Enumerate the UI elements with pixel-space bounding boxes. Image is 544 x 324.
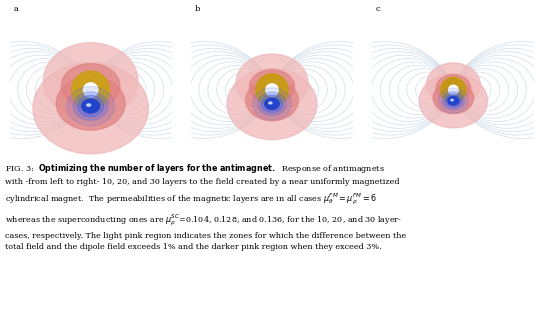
Ellipse shape xyxy=(73,92,108,120)
Text: FIG. 3:  $\mathbf{Optimizing\ the\ number\ of\ layers\ for\ the\ antimagnet.}$  : FIG. 3: $\mathbf{Optimizing\ the\ number… xyxy=(5,162,407,251)
Ellipse shape xyxy=(451,99,453,101)
Circle shape xyxy=(83,83,98,97)
Ellipse shape xyxy=(246,80,298,121)
Ellipse shape xyxy=(442,92,465,110)
Ellipse shape xyxy=(86,104,91,106)
Ellipse shape xyxy=(44,43,138,118)
Ellipse shape xyxy=(436,75,471,100)
Ellipse shape xyxy=(56,76,125,130)
Ellipse shape xyxy=(82,99,100,113)
Ellipse shape xyxy=(33,63,149,154)
Text: a: a xyxy=(13,6,18,13)
Circle shape xyxy=(441,77,466,103)
Ellipse shape xyxy=(250,70,294,103)
Ellipse shape xyxy=(419,74,487,128)
Ellipse shape xyxy=(252,88,292,120)
Ellipse shape xyxy=(448,96,459,105)
Ellipse shape xyxy=(67,87,115,126)
Ellipse shape xyxy=(78,95,104,117)
Ellipse shape xyxy=(61,64,120,108)
Ellipse shape xyxy=(227,69,317,140)
Circle shape xyxy=(256,74,288,106)
Ellipse shape xyxy=(236,54,308,111)
Text: b: b xyxy=(195,6,200,13)
Ellipse shape xyxy=(269,102,272,104)
Circle shape xyxy=(266,84,278,96)
Ellipse shape xyxy=(445,94,462,108)
Ellipse shape xyxy=(433,82,474,114)
Ellipse shape xyxy=(258,92,286,115)
Ellipse shape xyxy=(438,88,468,113)
Circle shape xyxy=(72,71,109,109)
Circle shape xyxy=(449,85,458,95)
Text: c: c xyxy=(376,6,381,13)
Ellipse shape xyxy=(261,95,283,112)
Ellipse shape xyxy=(265,98,279,110)
Ellipse shape xyxy=(426,63,480,106)
